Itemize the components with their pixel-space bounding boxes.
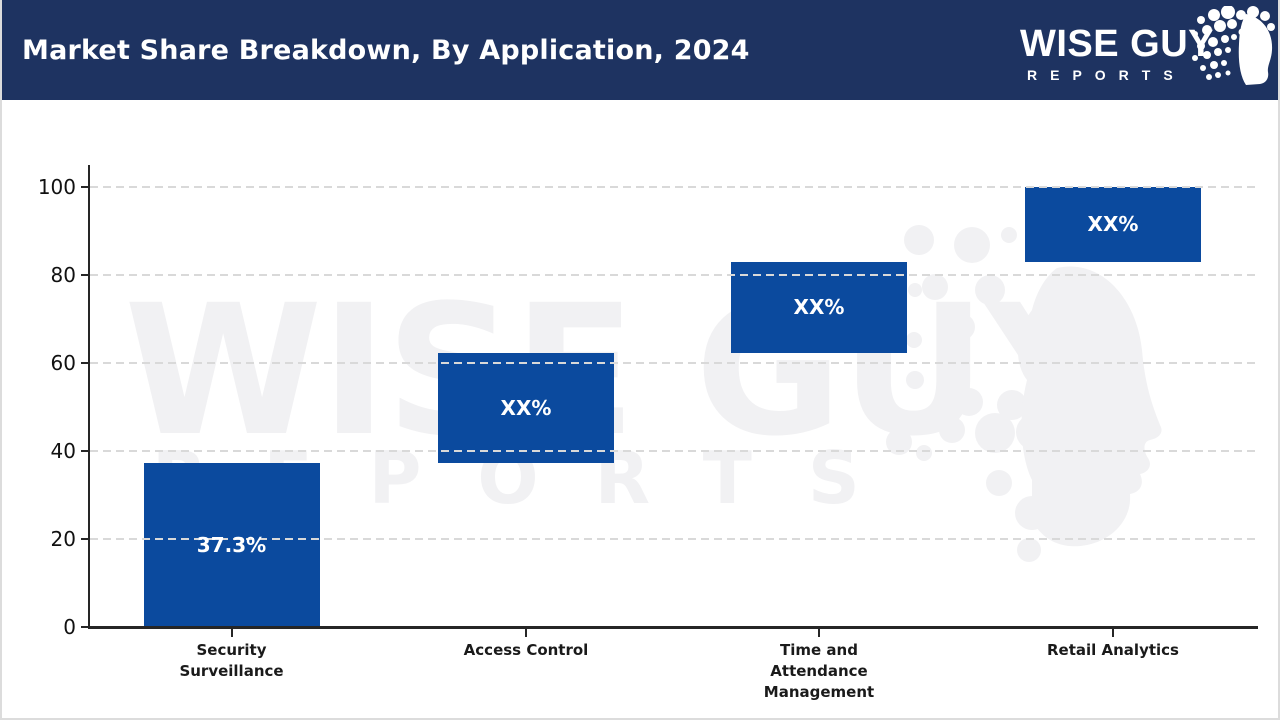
x-axis-line: [88, 626, 1258, 629]
bar-value-label: XX%: [1087, 212, 1139, 237]
chart-area: WISE GUY REPORTS 0 20 40 60 80 100 Security Su…: [2, 100, 1278, 718]
bar-segment: [438, 352, 614, 463]
y-axis-line: [88, 165, 90, 629]
bar-segment: [731, 261, 907, 353]
y-axis-tick-label: 80: [50, 263, 76, 287]
y-axis-tick-label: 40: [50, 439, 76, 463]
logo-brand-subtext: REPORTS: [1027, 67, 1186, 83]
y-axis-tick: [81, 186, 88, 188]
x-axis-tick-label: Retail Analytics: [1047, 641, 1179, 659]
x-axis-tick: [1112, 629, 1114, 637]
x-axis-tick-label: Access Control: [463, 641, 589, 659]
y-axis-tick-label: 60: [50, 351, 76, 375]
header-bar: Market Share Breakdown, By Application, …: [2, 0, 1278, 100]
y-axis-tick: [81, 274, 88, 276]
y-axis-tick-label: 20: [50, 527, 76, 551]
bar-segment: [143, 462, 320, 627]
gridline: [90, 274, 1258, 276]
gridline: [90, 538, 1258, 540]
x-axis-tick: [230, 629, 233, 637]
x-axis-tick: [818, 629, 820, 637]
wiseguy-logo-face-icon: [1238, 14, 1273, 85]
y-axis-tick: [81, 362, 88, 364]
x-axis-tick-label: Time and Attendance Management: [763, 641, 875, 701]
bar-segment: [1025, 187, 1201, 262]
wiseguy-logo: WISE GUY REPORTS: [1020, 6, 1275, 85]
y-axis-tick: [81, 538, 88, 540]
gridline: [90, 362, 1258, 364]
watermark-face-icon: [876, 225, 1162, 562]
page-title: Market Share Breakdown, By Application, …: [22, 34, 750, 66]
bar-value-label: 37.3%: [196, 532, 267, 557]
y-axis-tick: [81, 450, 88, 452]
bar-value-label: XX%: [793, 295, 845, 320]
x-axis-tick-label: Security Surveillance: [179, 641, 284, 680]
gridline: [90, 186, 1258, 188]
x-axis-tick: [525, 629, 527, 637]
logo-brand-text: WISE GUY: [1020, 23, 1214, 65]
gridline: [90, 450, 1258, 452]
y-axis-tick: [81, 626, 88, 628]
bar-value-label: XX%: [500, 395, 552, 420]
y-axis-tick-label: 100: [37, 175, 76, 199]
y-axis-tick-label: 0: [63, 615, 76, 639]
